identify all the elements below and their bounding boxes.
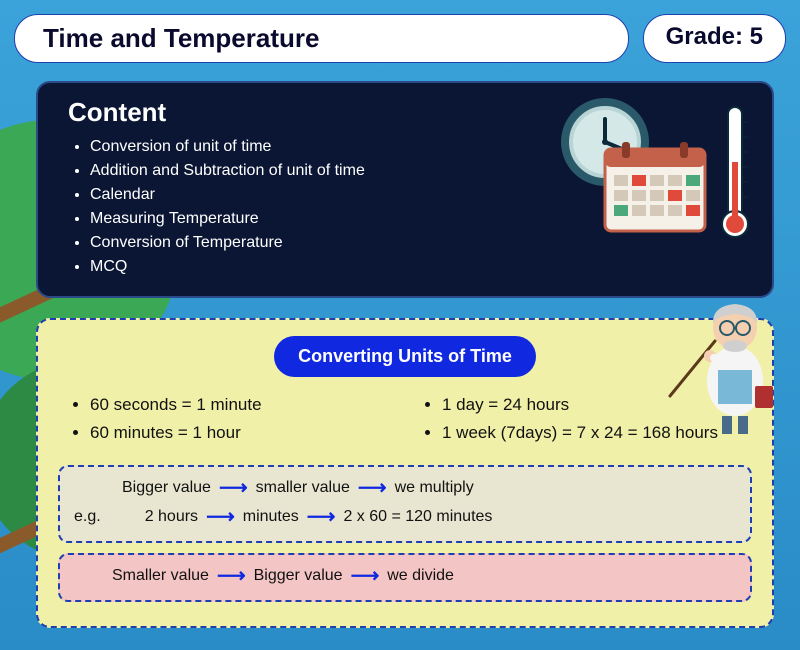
rule-text: Smaller value: [112, 567, 209, 585]
content-item: Addition and Subtraction of unit of time: [90, 162, 550, 180]
fact-item: 60 minutes = 1 hour: [90, 423, 390, 443]
page-title: Time and Temperature: [43, 23, 319, 53]
rule-text: we divide: [387, 567, 454, 585]
content-item: Measuring Temperature: [90, 210, 550, 228]
arrow-icon: ⟶: [219, 475, 248, 500]
header: Time and Temperature Grade: 5: [0, 0, 800, 63]
rule-multiply-box: Bigger value ⟶ smaller value ⟶ we multip…: [58, 465, 752, 543]
page-title-pill: Time and Temperature: [14, 14, 629, 63]
arrow-icon: ⟶: [351, 563, 380, 588]
rule-text: we multiply: [395, 479, 474, 497]
eg-label: e.g.: [74, 508, 101, 526]
arrow-icon: ⟶: [206, 504, 235, 529]
lesson-panel: Converting Units of Time 60 seconds = 1 …: [36, 318, 774, 628]
arrow-icon: ⟶: [358, 475, 387, 500]
content-item: Conversion of Temperature: [90, 234, 550, 252]
content-icons: [550, 97, 750, 282]
arrow-icon: ⟶: [307, 504, 336, 529]
rule-text: smaller value: [256, 479, 350, 497]
lesson-badge: Converting Units of Time: [274, 336, 536, 377]
rule-divide-box: Smaller value ⟶ Bigger value ⟶ we divide: [58, 553, 752, 602]
content-item: Calendar: [90, 186, 550, 204]
fact-item: 60 seconds = 1 minute: [90, 395, 390, 415]
arrow-icon: ⟶: [217, 563, 246, 588]
content-heading: Content: [60, 97, 550, 128]
content-panel: Content Conversion of unit of time Addit…: [36, 81, 774, 298]
facts-row: 60 seconds = 1 minute 60 minutes = 1 hou…: [58, 395, 752, 465]
professor-icon: [660, 286, 780, 436]
thermometer-icon: [720, 102, 750, 242]
content-list: Conversion of unit of time Addition and …: [60, 138, 550, 276]
calendar-icon: [600, 137, 710, 237]
rule-text: 2 hours: [145, 508, 198, 526]
content-item: Conversion of unit of time: [90, 138, 550, 156]
rule-text: Bigger value: [254, 567, 343, 585]
content-item: MCQ: [90, 258, 550, 276]
rule-text: minutes: [243, 508, 299, 526]
grade-pill: Grade: 5: [643, 14, 786, 63]
grade-label: Grade: 5: [666, 23, 763, 50]
rule-text: 2 x 60 = 120 minutes: [343, 508, 492, 526]
facts-left: 60 seconds = 1 minute 60 minutes = 1 hou…: [68, 395, 390, 451]
rule-text: Bigger value: [122, 479, 211, 497]
